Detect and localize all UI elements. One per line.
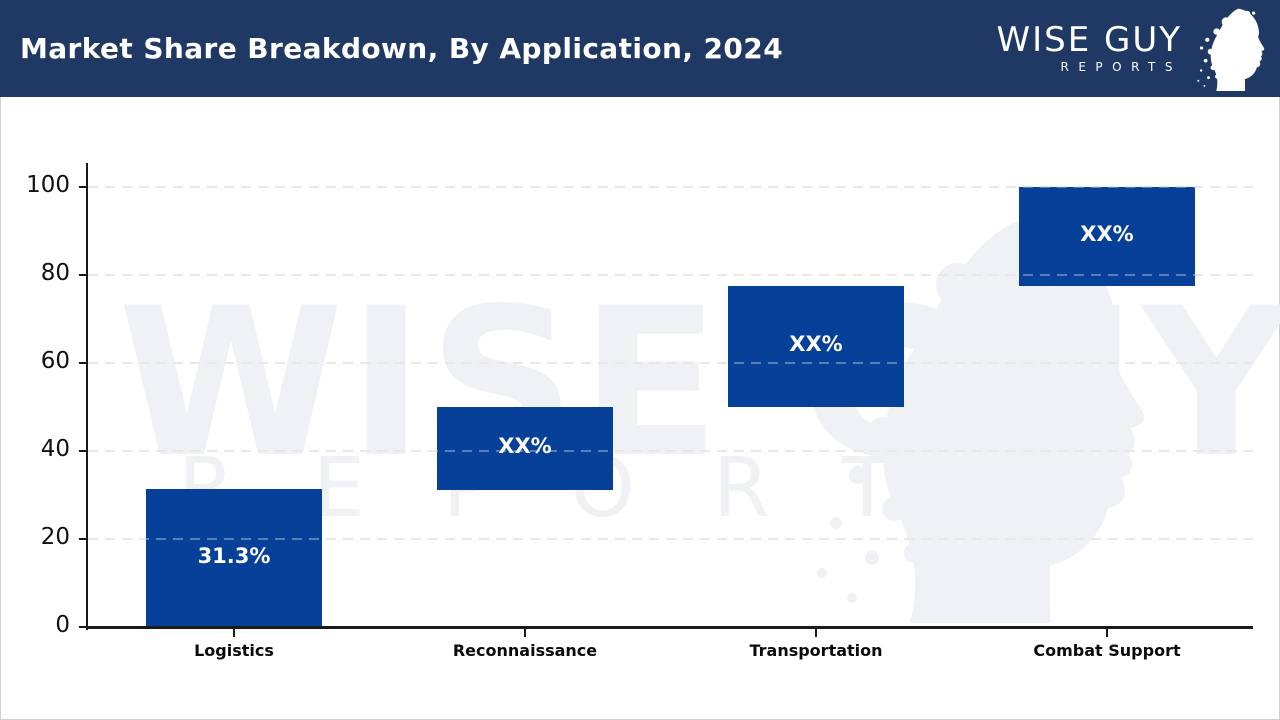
bar-reconnaissance	[437, 407, 613, 490]
gridline-overlay-80	[88, 274, 1253, 276]
y-tick-label-100: 100	[26, 172, 70, 198]
y-tick-100	[79, 186, 88, 188]
gridline-overlay-60	[88, 362, 1253, 364]
page-title: Market Share Breakdown, By Application, …	[20, 32, 784, 65]
x-category-label: Reconnaissance	[452, 641, 598, 660]
y-tick-40	[79, 450, 88, 452]
logo-reports-text: REPORTS	[1060, 60, 1182, 75]
y-tick-label-0: 0	[55, 612, 70, 638]
bar-logistics	[146, 489, 322, 627]
bar-transportation	[728, 286, 904, 407]
y-tick-label-40: 40	[40, 436, 70, 462]
gridline-80	[88, 274, 1253, 276]
gridline-overlay-100	[88, 186, 1253, 188]
gridline-60	[88, 362, 1253, 364]
x-tick-0	[233, 629, 235, 637]
x-tick-3	[1106, 629, 1108, 637]
y-tick-label-20: 20	[40, 524, 70, 550]
y-tick-label-80: 80	[40, 260, 70, 286]
y-tick-0	[79, 626, 88, 628]
bar-value-label: XX%	[1080, 222, 1134, 246]
logo-wiseguy-text: WISE GUY	[996, 19, 1182, 60]
wiseguy-logo: WISE GUY REPORTS	[996, 7, 1280, 91]
bar-value-label: 31.3%	[197, 544, 271, 568]
x-category-label: Transportation	[749, 641, 883, 660]
bar-value-label: XX%	[789, 332, 843, 356]
y-tick-label-60: 60	[40, 348, 70, 374]
gridline-overlay-40	[88, 450, 1253, 452]
y-tick-80	[79, 274, 88, 276]
x-tick-2	[815, 629, 817, 637]
gridline-100	[88, 186, 1253, 188]
x-tick-1	[524, 629, 526, 637]
logo-head-icon	[1186, 7, 1272, 91]
x-axis-spine	[86, 626, 1253, 629]
y-tick-60	[79, 362, 88, 364]
y-axis-spine	[86, 163, 88, 630]
x-category-label: Combat Support	[1033, 641, 1181, 660]
header-bar: Market Share Breakdown, By Application, …	[0, 0, 1280, 97]
bar-combat-support	[1019, 187, 1195, 286]
y-tick-20	[79, 538, 88, 540]
x-category-label: Logistics	[194, 641, 274, 660]
gridline-overlay-20	[88, 538, 1253, 540]
gridline-40	[88, 450, 1253, 452]
bar-value-label: XX%	[498, 434, 552, 458]
gridline-20	[88, 538, 1253, 540]
